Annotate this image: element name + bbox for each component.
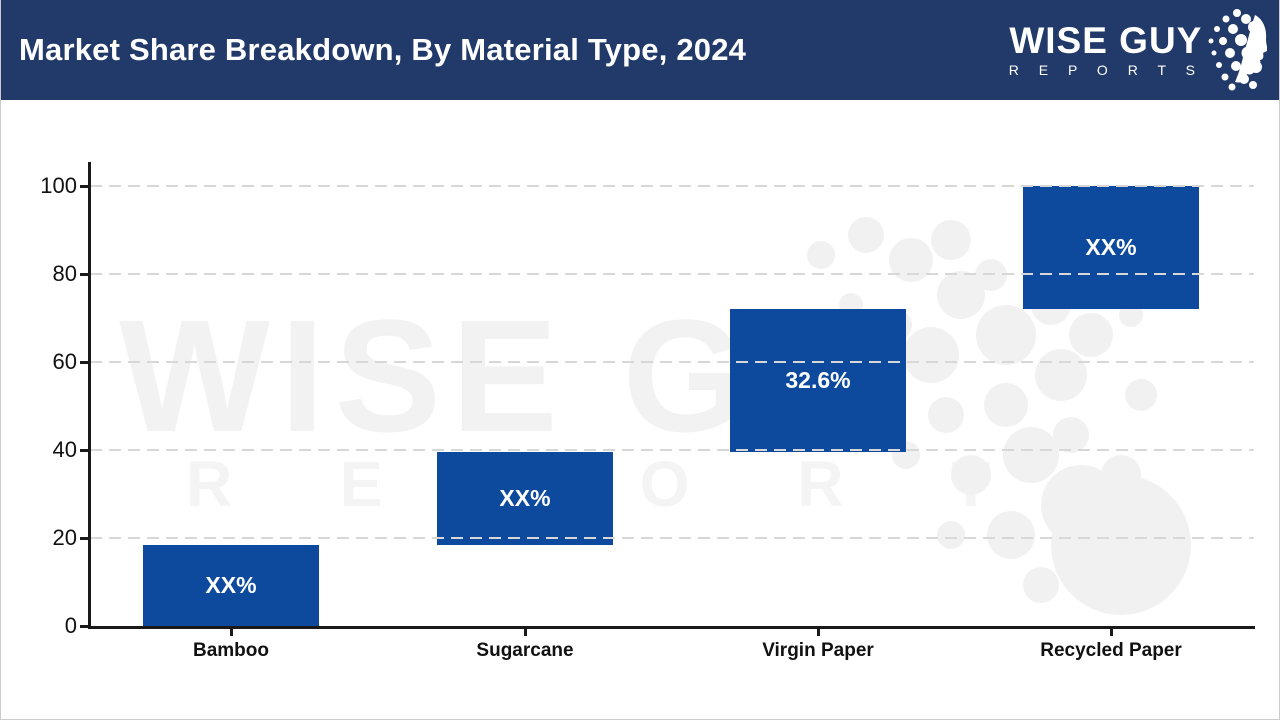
- x-tick-label: Sugarcane: [476, 640, 574, 661]
- x-axis-spine: [88, 626, 1255, 629]
- gridline-y-100: [90, 185, 1254, 187]
- bar-bamboo: XX%: [143, 544, 319, 626]
- x-tick-label: Recycled Paper: [1040, 640, 1182, 661]
- bar-value-label: 32.6%: [785, 366, 851, 393]
- y-tick-mark: [80, 537, 89, 540]
- gridline-y-60: [90, 361, 1254, 363]
- y-tick-label: 0: [64, 613, 77, 638]
- x-tick-mark: [1110, 628, 1113, 636]
- y-tick-label: 100: [40, 173, 77, 198]
- gridline-y-20: [90, 537, 1254, 539]
- y-tick-mark: [80, 625, 89, 628]
- gridline-y-40: [90, 449, 1254, 451]
- header-bar: Market Share Breakdown, By Material Type…: [1, 0, 1279, 100]
- wise-guy-reports-logo: WISE GUY R E P O R T S: [1009, 6, 1267, 94]
- x-tick-mark: [524, 628, 527, 636]
- y-tick-mark: [80, 273, 89, 276]
- y-tick-label: 80: [52, 261, 77, 286]
- y-tick-mark: [80, 449, 89, 452]
- gridline-y-80: [90, 273, 1254, 275]
- x-tick-mark: [230, 628, 233, 636]
- bar-virgin-paper: 32.6%: [730, 308, 906, 453]
- chart-plot-area: 0 20 40 60 80 100 XX% XX% 32.6% XX% Bamboo Sugarc…: [1, 100, 1279, 719]
- logo-head-icon: [1208, 9, 1267, 91]
- y-axis-spine: [88, 162, 91, 628]
- y-tick-label: 40: [52, 437, 77, 462]
- y-tick-mark: [80, 185, 89, 188]
- x-tick-label: Virgin Paper: [762, 640, 874, 661]
- bar-recycled-paper: XX%: [1023, 186, 1199, 309]
- logo-text: WISE GUY R E P O R T S: [1008, 19, 1203, 79]
- bar-value-label: XX%: [499, 484, 551, 511]
- bar-sugarcane: XX%: [437, 452, 613, 545]
- x-tick-label: Bamboo: [193, 640, 269, 661]
- page-title: Market Share Breakdown, By Material Type…: [19, 32, 747, 67]
- bar-value-label: XX%: [1085, 233, 1137, 260]
- logo-name: WISE GUY: [1009, 19, 1203, 61]
- y-tick-mark: [80, 361, 89, 364]
- y-tick-label: 60: [52, 349, 77, 374]
- y-tick-label: 20: [52, 525, 77, 550]
- x-tick-mark: [817, 628, 820, 636]
- bar-value-label: XX%: [205, 571, 257, 598]
- logo-tagline: R E P O R T S: [1008, 62, 1203, 79]
